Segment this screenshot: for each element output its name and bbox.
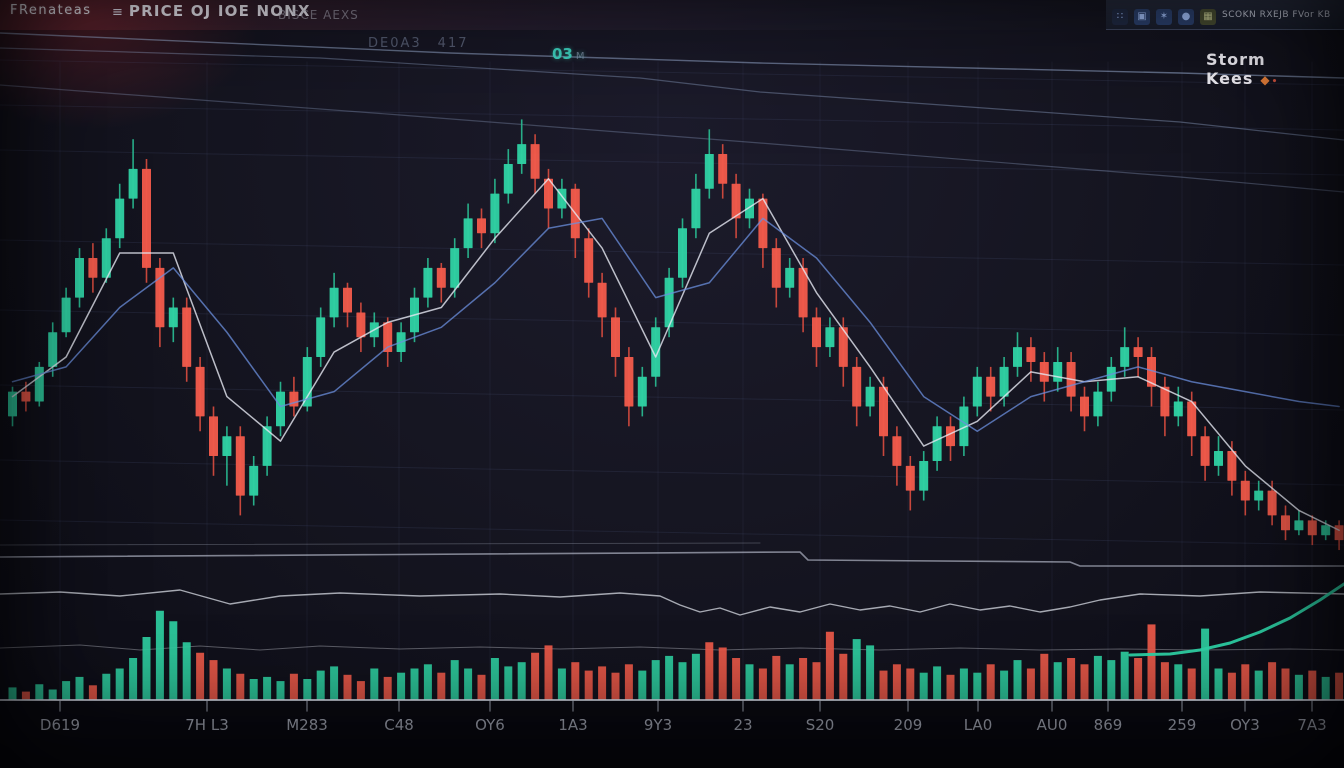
gem-icon: ◆ (1260, 73, 1271, 87)
volume-layer (8, 610, 1344, 700)
dots-grid-icon[interactable]: ∷ (1112, 9, 1128, 25)
volume-ma-line (0, 589, 1344, 616)
teal-trend-line (1128, 582, 1344, 657)
volume-lines-layer (0, 589, 1344, 651)
volume-baseline-wavy (0, 644, 1344, 651)
x-axis-label: C48 (384, 716, 414, 734)
chart-title-bar: ≡ PRICE OJ IOE NONX (112, 1, 311, 20)
menu-icon[interactable]: ≡ (112, 5, 123, 20)
indicator-value-2: 417 (437, 36, 469, 51)
window-toolbar: ∷ ▣ ✶ ● ▦ SCOKN RXEJB FVor KB (1106, 0, 1344, 30)
ma-slow-line (11, 217, 1340, 432)
watermark-small: FRenateas (10, 3, 92, 18)
star-burst-icon[interactable]: ✶ (1156, 9, 1172, 25)
brand-watermark-label: Storm Kees (1206, 50, 1266, 88)
chart-subtitle: BISCE AEXS (278, 8, 359, 22)
x-axis: D619 7H L3 M283 C48 OY6 1A3 9Y3 23 S20 209 LA0 AU0 8… (0, 699, 1344, 734)
badge-icon[interactable]: ▦ (1200, 9, 1216, 25)
globe-icon[interactable]: ● (1178, 9, 1194, 25)
x-axis-label: 1A3 (558, 716, 587, 734)
axis-area-background (0, 701, 1344, 768)
x-axis-label: LA0 (964, 716, 993, 734)
brand-watermark: Storm Kees ◆• (1206, 50, 1344, 88)
ma-fast-line (11, 178, 1340, 531)
x-axis-label: D619 (40, 716, 80, 734)
x-axis-label: OY6 (475, 716, 505, 734)
page-title: PRICE OJ IOE NONX (128, 2, 311, 20)
price-flag-suffix: M (575, 51, 585, 62)
x-axis-label: 23 (733, 716, 752, 734)
x-axis-label: OY3 (1230, 716, 1260, 734)
trend-line-mid (0, 47, 1344, 141)
dot-icon: • (1271, 77, 1279, 87)
x-axis-label: 209 (894, 716, 923, 734)
indicator-readout: DE0A3 417 (368, 36, 469, 51)
price-flag: 03 M (552, 45, 585, 63)
x-axis-label: M283 (286, 716, 328, 734)
app-window-icon[interactable]: ▣ (1134, 9, 1150, 25)
x-axis-label: 7A3 (1297, 716, 1326, 734)
indicator-value-1: DE0A3 (368, 36, 422, 51)
toolbar-status-text: SCOKN RXEJB FVor KB (1222, 9, 1331, 20)
x-axis-label: 7H L3 (185, 716, 229, 734)
x-axis-label: 9Y3 (644, 716, 672, 734)
panel-separator (0, 542, 1344, 567)
trend-line-upper (0, 32, 1344, 79)
x-axis-label: 869 (1094, 716, 1123, 734)
x-axis-label: AU0 (1037, 716, 1068, 734)
x-axis-label: S20 (806, 716, 835, 734)
price-flag-value: 03 (552, 45, 573, 63)
toolbar-icon-row: ∷ ▣ ✶ ● ▦ (1112, 4, 1222, 25)
x-axis-label: 259 (1168, 716, 1197, 734)
candlestick-layer (8, 119, 1344, 551)
trend-lines-layer (0, 32, 1344, 193)
trend-line-lower (0, 84, 1344, 193)
